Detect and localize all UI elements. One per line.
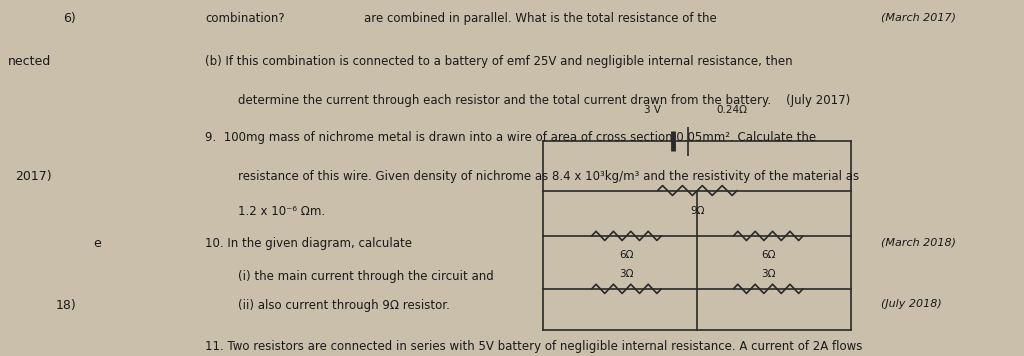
Text: (July 2018): (July 2018)	[882, 299, 942, 309]
Text: 3Ω: 3Ω	[620, 269, 634, 279]
Text: 2017): 2017)	[14, 170, 51, 183]
Text: 0.24Ω: 0.24Ω	[717, 105, 748, 115]
Text: 18): 18)	[55, 299, 76, 312]
Text: 10. In the given diagram, calculate: 10. In the given diagram, calculate	[206, 237, 413, 251]
Text: (b) If this combination is connected to a battery of emf 25V and negligible inte: (b) If this combination is connected to …	[206, 55, 793, 68]
Text: combination?: combination?	[206, 12, 285, 25]
Text: 3Ω: 3Ω	[761, 269, 775, 279]
Text: nected: nected	[8, 55, 51, 68]
Text: 6Ω: 6Ω	[620, 250, 634, 260]
Text: 6): 6)	[63, 12, 76, 25]
Text: resistance of this wire. Given density of nichrome as 8.4 x 10³kg/m³ and the res: resistance of this wire. Given density o…	[239, 170, 859, 183]
Text: 1.2 x 10⁻⁶ Ωm.: 1.2 x 10⁻⁶ Ωm.	[239, 205, 326, 218]
Text: 9Ω: 9Ω	[690, 206, 705, 216]
Text: 11. Two resistors are connected in series with 5V battery of negligible internal: 11. Two resistors are connected in serie…	[206, 340, 862, 353]
Text: (March 2018): (March 2018)	[882, 237, 956, 247]
Text: e: e	[93, 237, 101, 251]
Text: 9.  100mg mass of nichrome metal is drawn into a wire of area of cross section 0: 9. 100mg mass of nichrome metal is drawn…	[206, 131, 816, 144]
Text: 3 V: 3 V	[644, 105, 662, 115]
Text: are combined in parallel. What is the total resistance of the: are combined in parallel. What is the to…	[365, 12, 717, 25]
Text: (March 2017): (March 2017)	[882, 12, 956, 22]
Text: (i) the main current through the circuit and: (i) the main current through the circuit…	[239, 270, 494, 283]
Text: (ii) also current through 9Ω resistor.: (ii) also current through 9Ω resistor.	[239, 299, 450, 312]
Text: determine the current through each resistor and the total current drawn from the: determine the current through each resis…	[239, 94, 850, 107]
Text: 6Ω: 6Ω	[761, 250, 775, 260]
